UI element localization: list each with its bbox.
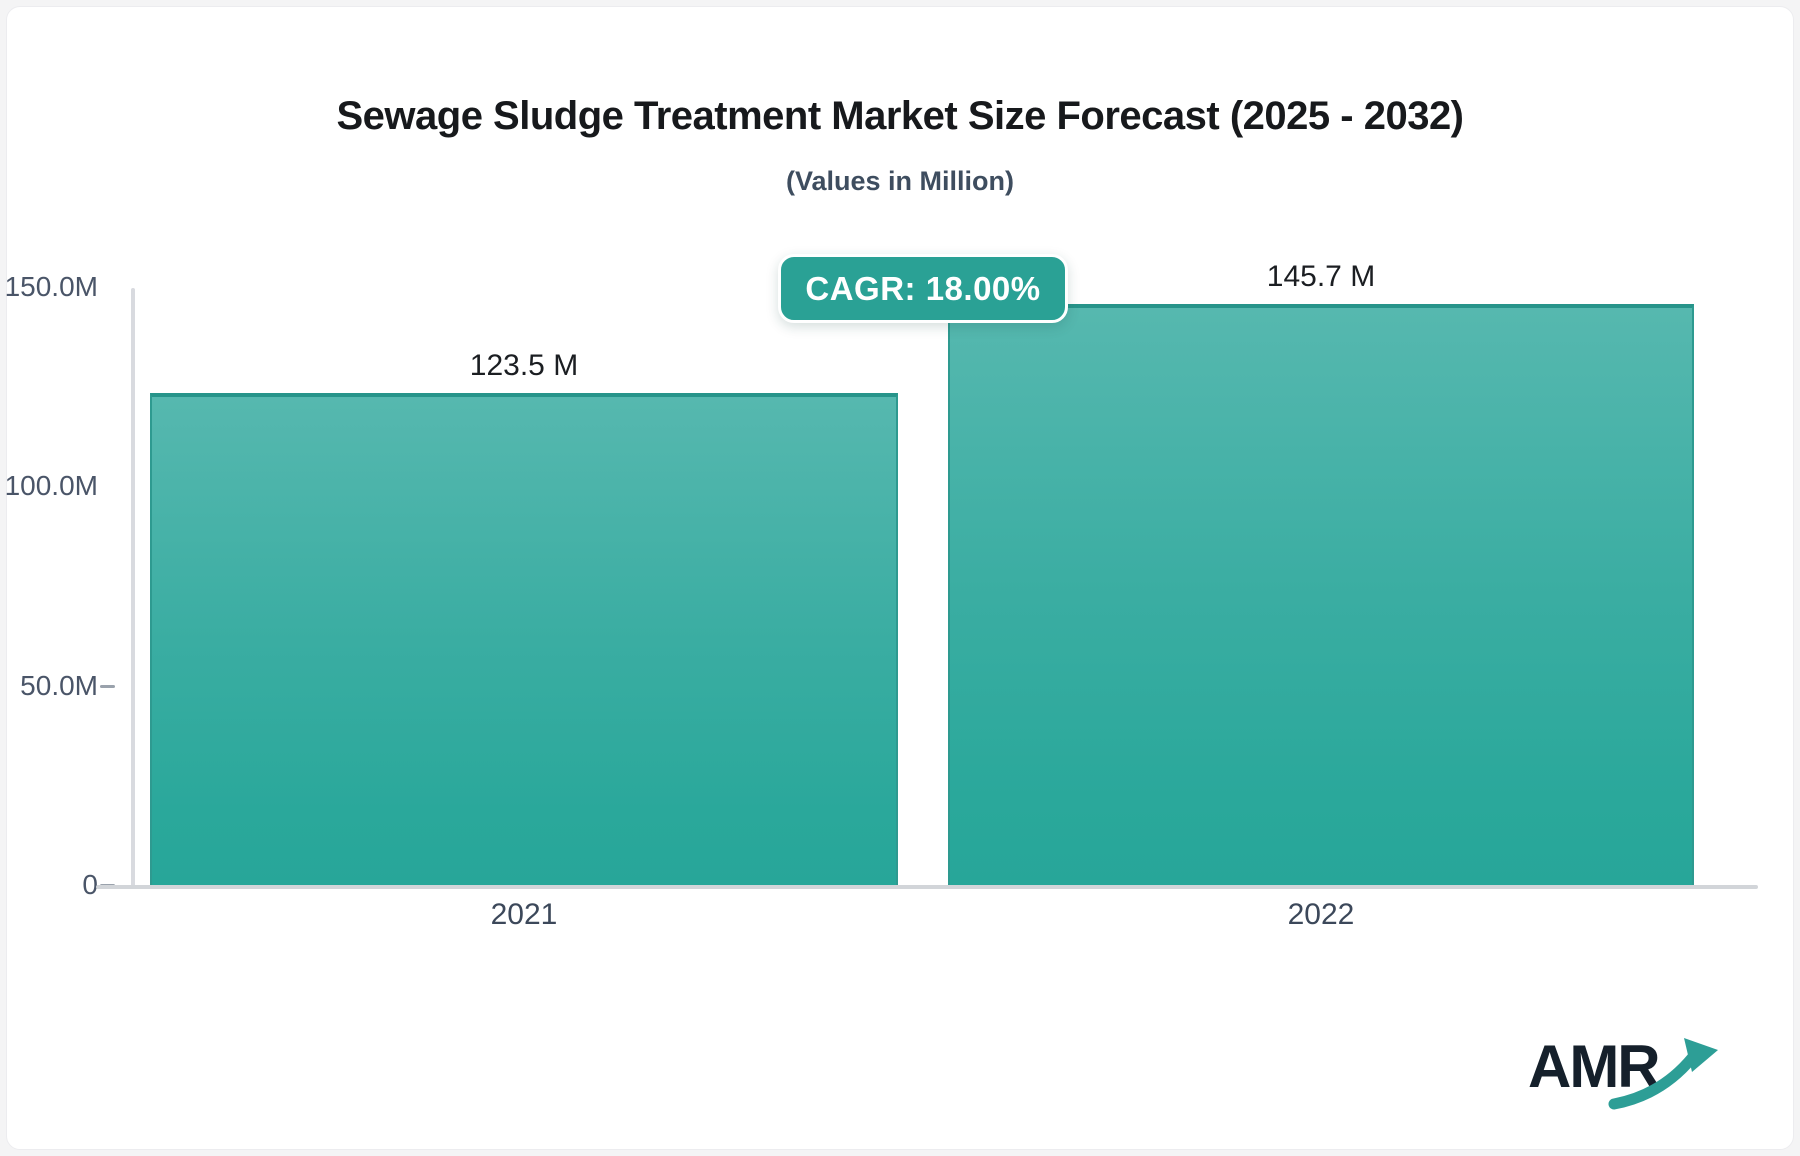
y-tick-label-150: 150.0M <box>4 271 98 302</box>
x-axis-label-2021: 2021 <box>490 898 558 931</box>
chart-title: Sewage Sludge Treatment Market Size Fore… <box>336 94 1464 138</box>
growth-arrow-icon <box>1608 1038 1718 1110</box>
y-axis-line <box>131 288 135 889</box>
x-axis-label-2022: 2022 <box>1287 898 1355 931</box>
amr-logo: AMR <box>1528 1032 1728 1122</box>
bar-value-label-2022: 145.7 M <box>1266 260 1376 293</box>
bar-value-label-2021: 123.5 M <box>469 349 579 382</box>
y-tick-label-0: 0 <box>82 869 98 900</box>
x-axis-line <box>96 885 1758 889</box>
amr-logo-text: AMR <box>1528 1033 1661 1100</box>
cagr-badge-label: CAGR: 18.00% <box>805 269 1041 307</box>
bar-2021[interactable] <box>150 393 898 885</box>
y-tick-mark-50 <box>100 684 115 688</box>
y-tick-label-100: 100.0M <box>4 470 98 502</box>
chart-subtitle: (Values in Million) <box>785 166 1015 196</box>
bar-2022[interactable] <box>948 304 1694 885</box>
y-tick-label-50: 50.0M <box>20 669 98 701</box>
cagr-badge: CAGR: 18.00% <box>778 254 1068 323</box>
